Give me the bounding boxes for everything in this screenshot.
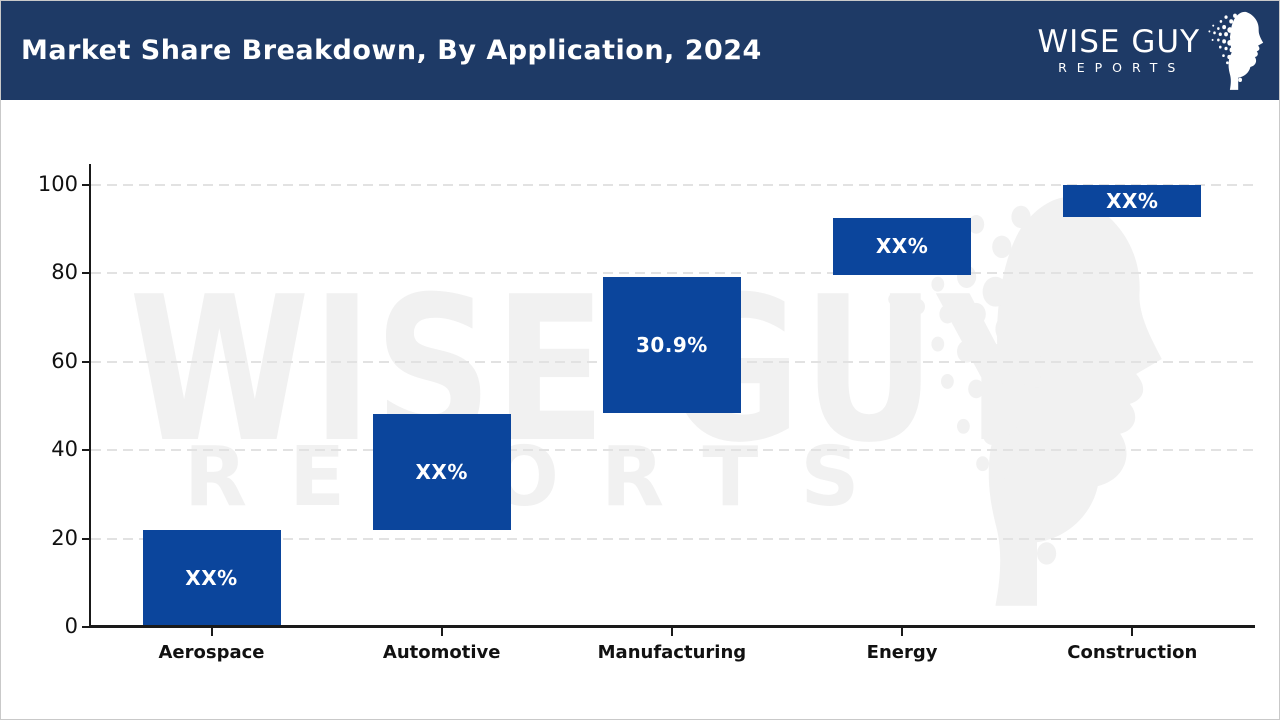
- y-axis-tick-label: 60: [51, 348, 78, 373]
- logo-face-icon: [1208, 11, 1264, 90]
- x-axis-category-label-energy: Energy: [866, 642, 938, 663]
- y-axis-tick: [82, 449, 90, 452]
- x-axis-category-label-construction: Construction: [1067, 642, 1198, 663]
- bar-value-label-energy: XX%: [875, 234, 929, 259]
- x-axis-tick: [670, 628, 673, 636]
- gridline-y-40: [91, 449, 1254, 452]
- bar-automotive: XX%: [372, 413, 511, 530]
- y-axis-tick: [82, 360, 90, 363]
- gridline-y-100: [91, 184, 1254, 186]
- bar-energy: XX%: [833, 217, 972, 275]
- wise-guy-logo: WISE GUY REPORTS: [1037, 10, 1267, 92]
- x-axis-line: [89, 625, 1255, 628]
- bar-value-label-automotive: XX%: [415, 459, 468, 484]
- gridline-y-80: [91, 272, 1254, 275]
- x-axis-category-label-automotive: Automotive: [382, 642, 501, 663]
- y-axis-tick-label: 0: [64, 614, 78, 638]
- bar-aerospace: XX%: [142, 529, 281, 627]
- x-axis-category-label-manufacturing: Manufacturing: [597, 642, 747, 663]
- x-axis-category-label-aerospace: Aerospace: [158, 642, 265, 663]
- chart-title: Market Share Breakdown, By Application, …: [21, 35, 762, 66]
- y-axis-tick-label: 20: [51, 525, 78, 550]
- logo-wordmark: WISE GUY: [1037, 23, 1200, 60]
- header-bar: Market Share Breakdown, By Application, …: [1, 1, 1279, 100]
- x-axis-tick: [440, 628, 443, 636]
- logo-subtitle: REPORTS: [1058, 60, 1186, 76]
- y-axis-tick-label: 80: [51, 260, 78, 285]
- y-axis-tick-label: 40: [51, 437, 78, 462]
- x-axis-tick: [210, 628, 213, 636]
- gridline-y-20: [91, 537, 1254, 540]
- bar-value-label-manufacturing: 30.9%: [635, 333, 708, 358]
- watermark-wordmark: WISE GUY: [129, 254, 1058, 487]
- bar-construction: XX%: [1063, 185, 1202, 218]
- y-axis-tick-label: 100: [37, 172, 78, 196]
- y-axis-tick: [82, 184, 90, 186]
- x-axis-tick: [1131, 628, 1134, 636]
- y-axis-tick: [82, 626, 90, 628]
- bar-value-label-aerospace: XX%: [185, 566, 238, 591]
- y-axis-tick: [82, 537, 90, 540]
- x-axis-tick: [901, 628, 904, 636]
- logo-text: WISE GUY REPORTS: [1037, 26, 1200, 76]
- bar-manufacturing: 30.9%: [602, 276, 741, 414]
- y-axis-line: [89, 164, 91, 628]
- bar-value-label-construction: XX%: [1106, 189, 1159, 214]
- y-axis-tick: [82, 272, 90, 275]
